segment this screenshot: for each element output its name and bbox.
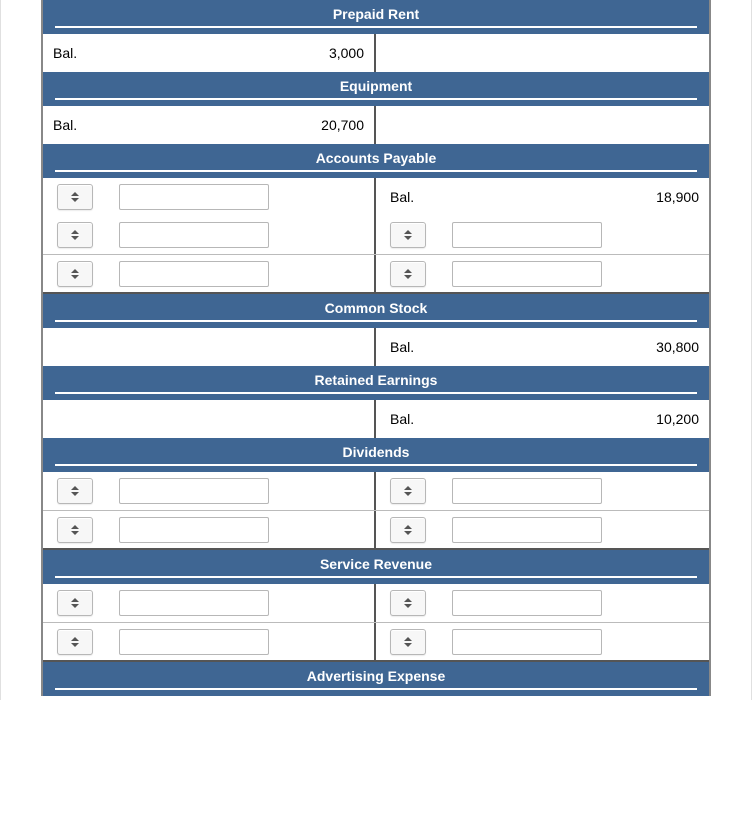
- account-header: Advertising Expense: [43, 662, 709, 696]
- debit-selector[interactable]: [57, 222, 93, 248]
- debit-selector[interactable]: [57, 517, 93, 543]
- account-header: Service Revenue: [43, 550, 709, 584]
- t-account-row: Bal. 20,700: [43, 106, 709, 144]
- debit-amount-input[interactable]: [119, 478, 269, 504]
- account-header: Dividends: [43, 438, 709, 472]
- debit-selector[interactable]: [57, 184, 93, 210]
- t-account-row: Bal. 30,800: [43, 328, 709, 366]
- account-header: Prepaid Rent: [43, 0, 709, 34]
- credit-amount-input[interactable]: [452, 261, 602, 287]
- credit-balance-label: Bal.: [390, 339, 414, 355]
- account-header: Retained Earnings: [43, 366, 709, 400]
- credit-amount-input[interactable]: [452, 478, 602, 504]
- account-title: Retained Earnings: [55, 372, 697, 394]
- credit-selector[interactable]: [390, 222, 426, 248]
- t-account-row: [43, 584, 709, 622]
- debit-amount-input[interactable]: [119, 222, 269, 248]
- t-account-row: [43, 511, 709, 549]
- account-header: Accounts Payable: [43, 144, 709, 178]
- credit-amount-input[interactable]: [452, 517, 602, 543]
- account-title: Prepaid Rent: [55, 6, 697, 28]
- account-title: Accounts Payable: [55, 150, 697, 172]
- credit-amount-input[interactable]: [452, 222, 602, 248]
- t-account-container: Prepaid Rent Bal. 3,000 Equipment Bal. 20,700…: [41, 0, 711, 696]
- debit-balance-value: 20,700: [321, 117, 364, 133]
- account-title: Service Revenue: [55, 556, 697, 578]
- credit-balance-value: 30,800: [656, 339, 699, 355]
- credit-amount-input[interactable]: [452, 590, 602, 616]
- debit-selector[interactable]: [57, 629, 93, 655]
- credit-balance-label: Bal.: [390, 411, 414, 427]
- debit-selector[interactable]: [57, 261, 93, 287]
- credit-balance-value: 10,200: [656, 411, 699, 427]
- t-account-row: Bal. 18,900: [43, 178, 709, 216]
- account-title: Common Stock: [55, 300, 697, 322]
- debit-amount-input[interactable]: [119, 261, 269, 287]
- account-title: Dividends: [55, 444, 697, 466]
- account-title: Equipment: [55, 78, 697, 100]
- debit-amount-input[interactable]: [119, 184, 269, 210]
- debit-amount-input[interactable]: [119, 517, 269, 543]
- t-account-row: [43, 216, 709, 254]
- account-title: Advertising Expense: [55, 668, 697, 690]
- debit-balance-value: 3,000: [329, 45, 364, 61]
- t-account-row: Bal. 10,200: [43, 400, 709, 438]
- credit-balance-label: Bal.: [390, 189, 414, 205]
- debit-balance-label: Bal.: [53, 45, 77, 61]
- credit-selector[interactable]: [390, 590, 426, 616]
- account-header: Common Stock: [43, 294, 709, 328]
- credit-selector[interactable]: [390, 629, 426, 655]
- debit-selector[interactable]: [57, 478, 93, 504]
- t-account-row: [43, 255, 709, 293]
- credit-selector[interactable]: [390, 261, 426, 287]
- t-account-row: [43, 623, 709, 661]
- t-account-row: [43, 472, 709, 510]
- credit-selector[interactable]: [390, 478, 426, 504]
- credit-selector[interactable]: [390, 517, 426, 543]
- debit-selector[interactable]: [57, 590, 93, 616]
- debit-amount-input[interactable]: [119, 629, 269, 655]
- account-header: Equipment: [43, 72, 709, 106]
- credit-balance-value: 18,900: [656, 189, 699, 205]
- debit-balance-label: Bal.: [53, 117, 77, 133]
- t-account-row: Bal. 3,000: [43, 34, 709, 72]
- debit-amount-input[interactable]: [119, 590, 269, 616]
- page: Prepaid Rent Bal. 3,000 Equipment Bal. 20,700…: [0, 0, 752, 700]
- credit-amount-input[interactable]: [452, 629, 602, 655]
